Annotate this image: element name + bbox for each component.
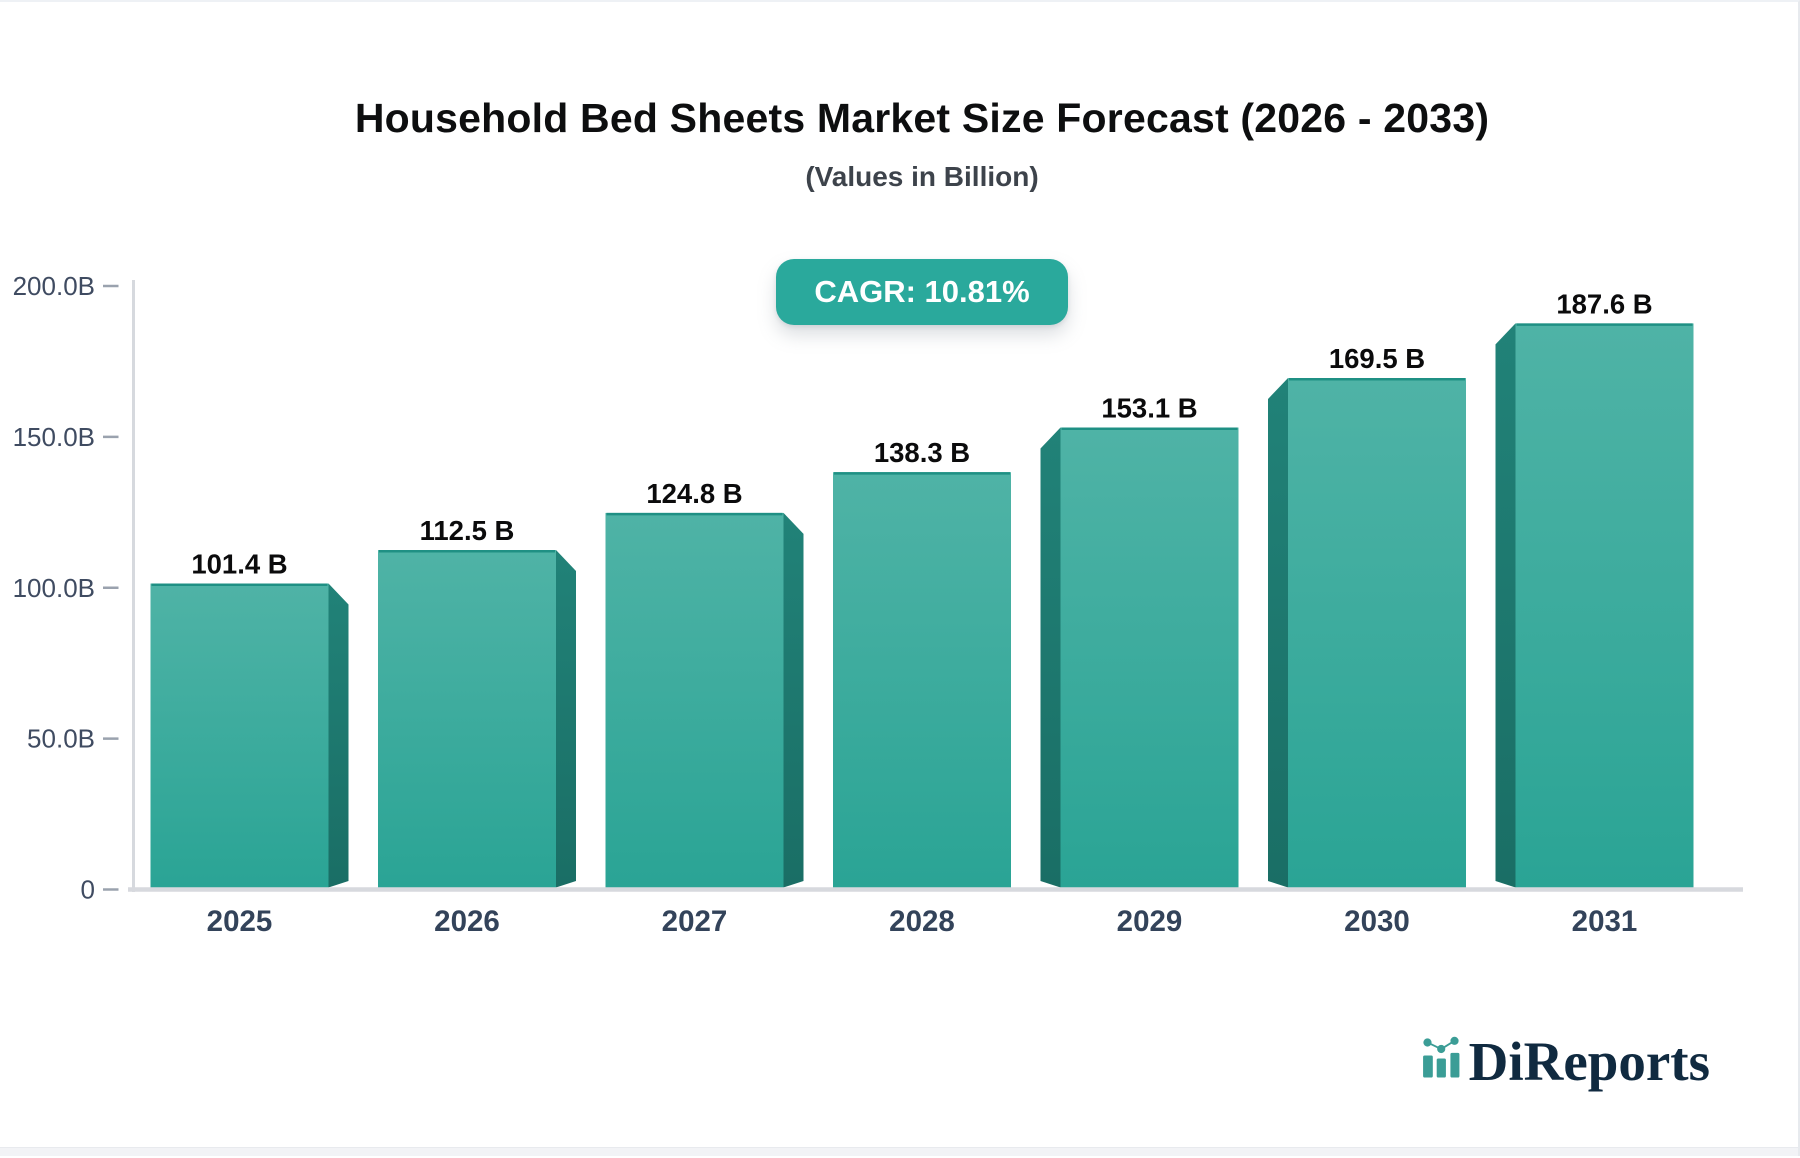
x-axis-label: 2026 (434, 905, 500, 938)
bar-column-2028: 138.3 B 2028 (833, 437, 1011, 938)
bar-side-3d (1040, 427, 1061, 888)
bar-face (833, 472, 1011, 888)
bar-line-chart-icon (1422, 1036, 1460, 1078)
x-axis-label: 2025 (207, 905, 273, 938)
page-edge-strip (0, 1147, 1798, 1156)
bar-side-3d (1495, 323, 1516, 888)
bar-value-label: 112.5 B (420, 515, 515, 546)
bar-value-label: 138.3 B (874, 437, 970, 468)
bar-value-label: 169.5 B (1329, 343, 1425, 374)
bar-side-3d (556, 550, 576, 888)
y-axis-tick-label: 150.0B (13, 422, 95, 452)
bar-side-3d (328, 583, 349, 888)
bar-side-3d (1268, 378, 1288, 888)
bar-value-label: 187.6 B (1556, 288, 1652, 319)
x-axis-label: 2029 (1117, 905, 1183, 938)
logo-bar (1450, 1052, 1460, 1078)
x-axis-label: 2028 (889, 905, 955, 938)
bar-column-2026: 112.5 B 2026 (378, 515, 576, 938)
logo-bar (1436, 1058, 1446, 1078)
bar-column-2025: 101.4 B 2025 (150, 549, 349, 938)
brand-name: DiReports (1468, 1031, 1710, 1092)
y-axis: 0 50.0B 100.0B 150.0B 200.0B (13, 271, 135, 905)
bar-column-2029: 153.1 B 2029 (1040, 393, 1239, 938)
x-axis-label: 2031 (1572, 905, 1638, 938)
bar-column-2027: 124.8 B 2027 (605, 478, 804, 938)
bar-column-2031: 187.6 B 2031 (1495, 288, 1694, 938)
y-axis-tick-label: 0 (81, 875, 95, 905)
bar-face (378, 550, 556, 888)
logo-dot (1450, 1036, 1459, 1045)
bar-column-2030: 169.5 B 2030 (1268, 343, 1466, 938)
y-axis-tick-label: 100.0B (13, 573, 95, 603)
bar-face (605, 512, 784, 888)
bar-face (1288, 378, 1466, 888)
bar-value-label: 153.1 B (1101, 393, 1197, 424)
bar-face (150, 583, 329, 888)
bar-series: 101.4 B 2025 112.5 B 2026 124.8 B 2027 138.3 B… (150, 288, 1694, 938)
y-axis-tick-label: 50.0B (27, 724, 95, 754)
bar-value-label: 124.8 B (646, 478, 742, 509)
bar-face (1515, 323, 1694, 888)
x-axis-label: 2027 (662, 905, 728, 938)
bar-side-3d (783, 512, 804, 888)
bar-face (1060, 427, 1239, 888)
brand-logo: DiReports (1420, 1034, 1710, 1089)
logo-dot (1423, 1038, 1432, 1047)
bar-value-label: 101.4 B (191, 549, 287, 580)
logo-bar (1422, 1055, 1433, 1078)
logo-dot (1436, 1044, 1445, 1054)
x-axis-label: 2030 (1344, 905, 1410, 938)
y-axis-tick-label: 200.0B (13, 271, 95, 301)
